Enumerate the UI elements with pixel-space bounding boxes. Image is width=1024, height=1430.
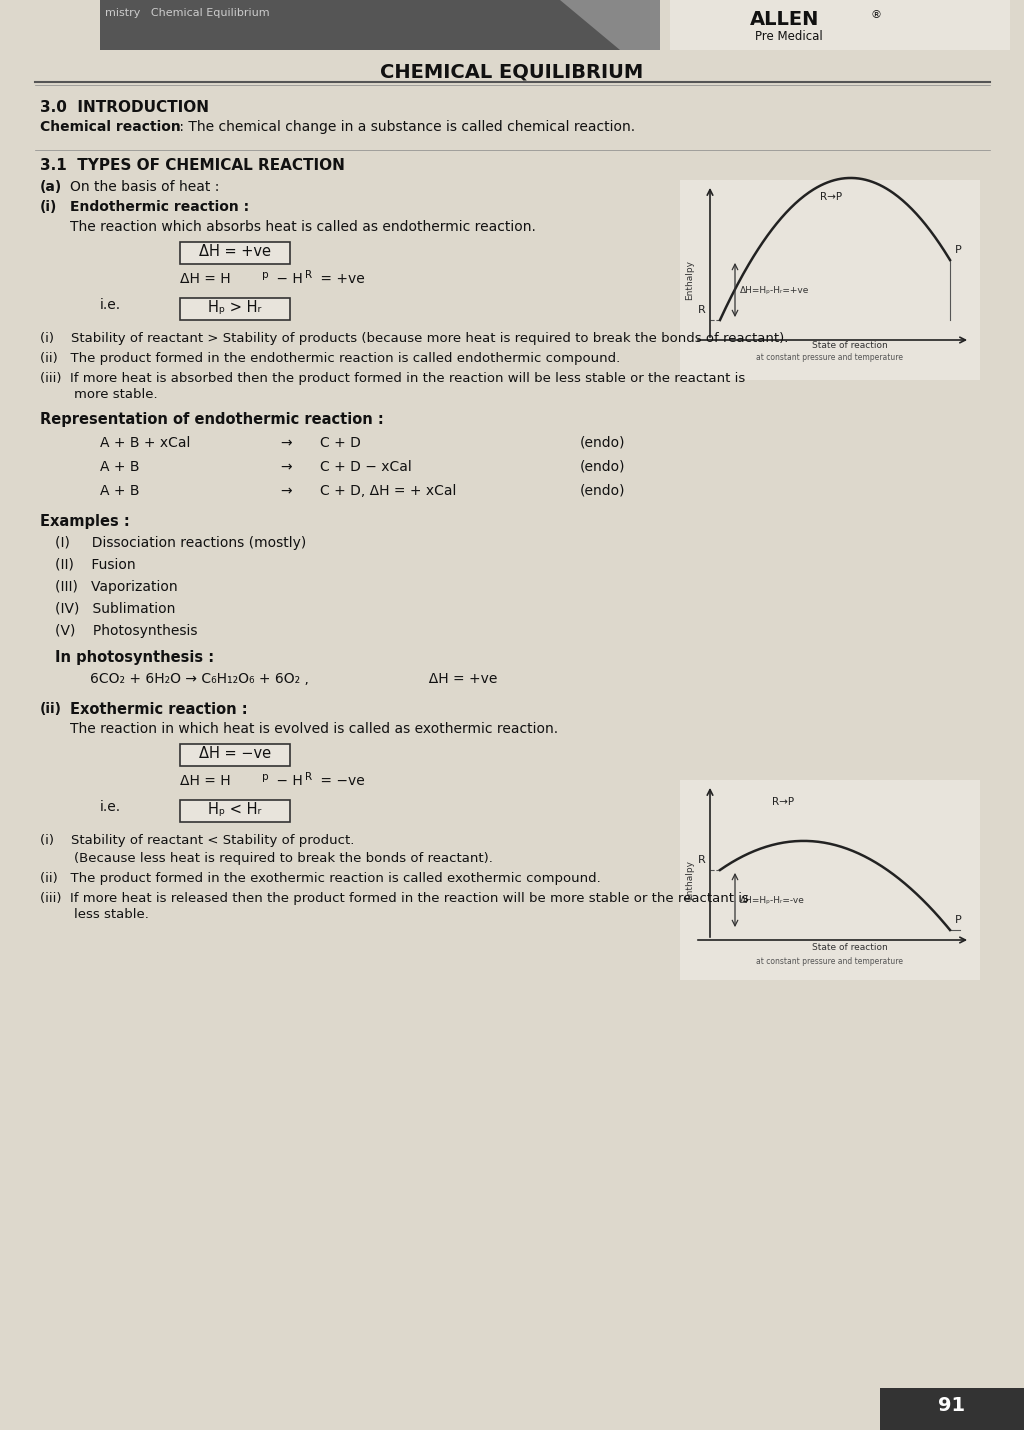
Text: Hₚ > Hᵣ: Hₚ > Hᵣ <box>208 300 262 315</box>
Text: ΔH = H: ΔH = H <box>180 272 230 286</box>
Text: : The chemical change in a substance is called chemical reaction.: : The chemical change in a substance is … <box>175 120 635 134</box>
Text: R: R <box>698 305 706 315</box>
Text: more stable.: more stable. <box>40 388 158 400</box>
Text: Representation of endothermic reaction :: Representation of endothermic reaction : <box>40 412 384 428</box>
Text: →: → <box>280 483 292 498</box>
Text: 6CO₂ + 6H₂O → C₆H₁₂O₆ + 6O₂ ,: 6CO₂ + 6H₂O → C₆H₁₂O₆ + 6O₂ , <box>90 672 309 686</box>
Text: A + B: A + B <box>100 483 139 498</box>
Text: (III)   Vaporization: (III) Vaporization <box>55 581 177 593</box>
Text: at constant pressure and temperature: at constant pressure and temperature <box>757 957 903 967</box>
Bar <box>180 242 290 265</box>
Text: − H: − H <box>272 272 303 286</box>
Text: (ii)   The product formed in the endothermic reaction is called endothermic comp: (ii) The product formed in the endotherm… <box>40 352 621 365</box>
Text: (Because less heat is required to break the bonds of reactant).: (Because less heat is required to break … <box>40 852 493 865</box>
Text: The reaction which absorbs heat is called as endothermic reaction.: The reaction which absorbs heat is calle… <box>70 220 536 235</box>
Text: (a): (a) <box>40 180 62 194</box>
Text: On the basis of heat :: On the basis of heat : <box>70 180 219 194</box>
Bar <box>880 1389 1024 1430</box>
Text: ΔH=Hₚ-Hᵣ=-ve: ΔH=Hₚ-Hᵣ=-ve <box>740 895 805 905</box>
Text: (V)    Photosynthesis: (V) Photosynthesis <box>55 623 198 638</box>
Text: Chemical reaction: Chemical reaction <box>40 120 181 134</box>
Text: (endo): (endo) <box>580 460 626 473</box>
Text: p: p <box>262 772 268 782</box>
Text: R: R <box>305 270 312 280</box>
Text: (i)    Stability of reactant > Stability of products (because more heat is requi: (i) Stability of reactant > Stability of… <box>40 332 788 345</box>
Text: 3.0  INTRODUCTION: 3.0 INTRODUCTION <box>40 100 209 114</box>
Text: (IV)   Sublimation: (IV) Sublimation <box>55 602 175 616</box>
Text: (endo): (endo) <box>580 483 626 498</box>
Text: R: R <box>698 855 706 865</box>
Bar <box>180 799 290 822</box>
Text: (iii)  If more heat is absorbed then the product formed in the reaction will be : (iii) If more heat is absorbed then the … <box>40 372 745 385</box>
Text: Hₚ < Hᵣ: Hₚ < Hᵣ <box>208 802 262 817</box>
Text: (i)    Stability of reactant < Stability of product.: (i) Stability of reactant < Stability of… <box>40 834 354 847</box>
Text: ΔH = +ve: ΔH = +ve <box>199 245 271 259</box>
Text: (endo): (endo) <box>580 436 626 450</box>
Text: CHEMICAL EQUILIBRIUM: CHEMICAL EQUILIBRIUM <box>380 61 644 82</box>
Text: R→P: R→P <box>819 192 842 202</box>
Text: ALLEN: ALLEN <box>750 10 819 29</box>
Text: ΔH = −ve: ΔH = −ve <box>199 746 271 761</box>
Bar <box>670 0 1010 50</box>
Text: C + D − xCal: C + D − xCal <box>319 460 412 473</box>
Text: p: p <box>262 270 268 280</box>
Text: State of reaction: State of reaction <box>812 340 888 350</box>
Text: mistry   Chemical Equilibrium: mistry Chemical Equilibrium <box>105 9 269 19</box>
Text: Endothermic reaction :: Endothermic reaction : <box>70 200 249 214</box>
Text: →: → <box>280 460 292 473</box>
Text: C + D, ΔH = + xCal: C + D, ΔH = + xCal <box>319 483 457 498</box>
Bar <box>180 744 290 766</box>
Text: = +ve: = +ve <box>316 272 365 286</box>
Polygon shape <box>100 0 660 50</box>
Text: In photosynthesis :: In photosynthesis : <box>55 651 214 665</box>
Text: Examples :: Examples : <box>40 513 130 529</box>
Polygon shape <box>560 0 660 50</box>
Text: C + D: C + D <box>319 436 360 450</box>
Text: Pre Medical: Pre Medical <box>755 30 822 43</box>
Text: A + B + xCal: A + B + xCal <box>100 436 190 450</box>
Text: P: P <box>955 915 962 925</box>
Text: i.e.: i.e. <box>100 799 121 814</box>
Text: P: P <box>955 245 962 255</box>
Text: less stable.: less stable. <box>40 908 148 921</box>
Text: (II)    Fusion: (II) Fusion <box>55 558 135 572</box>
Text: (iii)  If more heat is released then the product formed in the reaction will be : (iii) If more heat is released then the … <box>40 892 749 905</box>
Text: i.e.: i.e. <box>100 297 121 312</box>
Text: ΔH = H: ΔH = H <box>180 774 230 788</box>
Text: (ii)   The product formed in the exothermic reaction is called exothermic compou: (ii) The product formed in the exothermi… <box>40 872 601 885</box>
Text: R: R <box>305 772 312 782</box>
Text: (ii): (ii) <box>40 702 62 716</box>
Text: ®: ® <box>870 10 881 20</box>
Text: ΔH = +ve: ΔH = +ve <box>420 672 498 686</box>
Bar <box>180 297 290 320</box>
Text: (i): (i) <box>40 200 57 214</box>
Text: State of reaction: State of reaction <box>812 942 888 952</box>
Text: The reaction in which heat is evolved is called as exothermic reaction.: The reaction in which heat is evolved is… <box>70 722 558 736</box>
Bar <box>680 180 980 380</box>
Text: − H: − H <box>272 774 303 788</box>
Text: 3.1  TYPES OF CHEMICAL REACTION: 3.1 TYPES OF CHEMICAL REACTION <box>40 157 345 173</box>
Text: (I)     Dissociation reactions (mostly): (I) Dissociation reactions (mostly) <box>55 536 306 551</box>
Text: ΔH=Hₚ-Hᵣ=+ve: ΔH=Hₚ-Hᵣ=+ve <box>740 286 809 295</box>
Text: 91: 91 <box>938 1396 966 1416</box>
Text: = −ve: = −ve <box>316 774 365 788</box>
Text: Enthalpy: Enthalpy <box>685 859 694 899</box>
Text: Exothermic reaction :: Exothermic reaction : <box>70 702 248 716</box>
Text: A + B: A + B <box>100 460 139 473</box>
Text: R→P: R→P <box>772 797 795 807</box>
Text: Enthalpy: Enthalpy <box>685 260 694 300</box>
Text: at constant pressure and temperature: at constant pressure and temperature <box>757 353 903 362</box>
Bar <box>680 779 980 980</box>
Text: →: → <box>280 436 292 450</box>
